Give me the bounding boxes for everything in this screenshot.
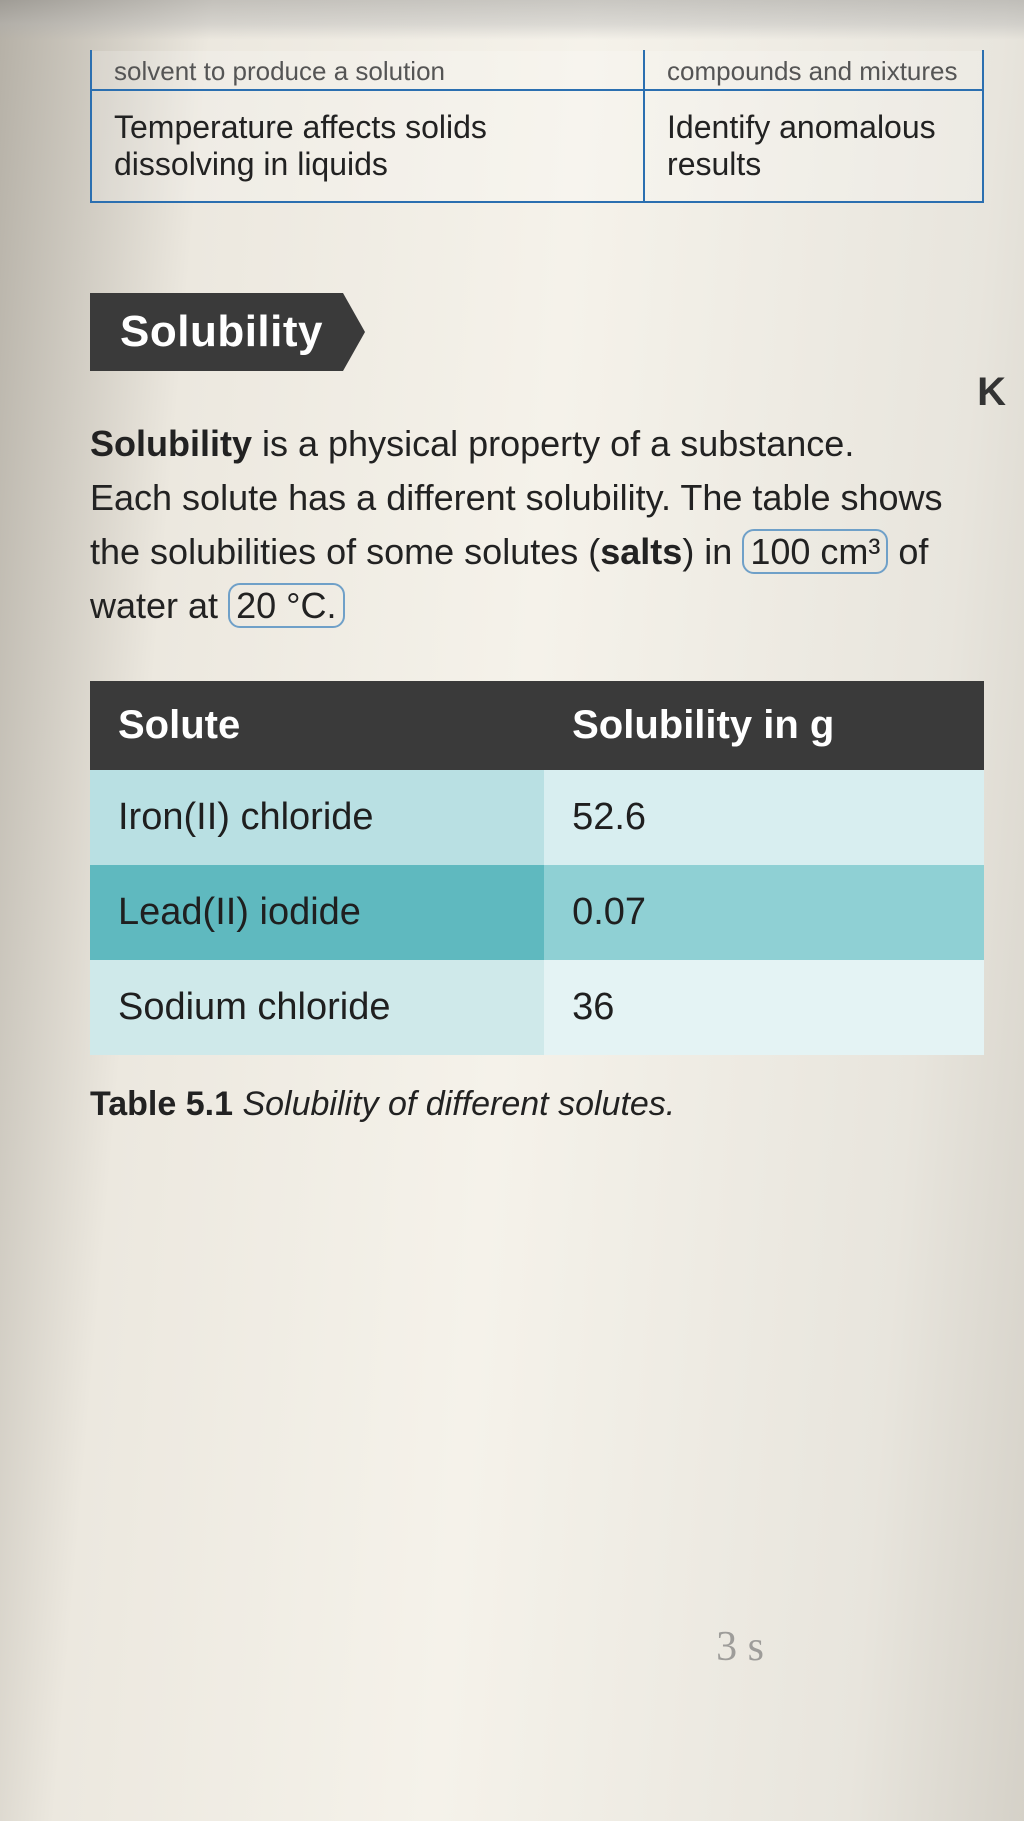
- col-solute: Solute: [90, 681, 544, 770]
- caption-text-val: Solubility of different solutes.: [242, 1085, 675, 1123]
- circled-volume: 100 cm³: [742, 529, 888, 574]
- cell-value: 52.6: [544, 770, 984, 865]
- table-row: Sodium chloride 36: [90, 960, 984, 1055]
- cell-cut-left: solvent to produce a solution: [91, 51, 644, 90]
- cell-main-right: Identify anomalous results: [644, 90, 983, 202]
- solubility-table: Solute Solubility in g Iron(II) chloride…: [90, 681, 984, 1055]
- cell-value: 0.07: [544, 865, 984, 960]
- cell-main-left: Temperature affects solids dissolving in…: [91, 90, 644, 202]
- body-paragraph: Solubility is a physical property of a s…: [90, 417, 984, 633]
- circled-temperature: 20 °C.: [228, 583, 344, 628]
- section-heading: Solubility: [90, 293, 365, 371]
- caption-label: Table 5.1: [90, 1085, 233, 1123]
- table-row: Temperature affects solids dissolving in…: [91, 90, 983, 202]
- cell-solute: Lead(II) iodide: [90, 865, 544, 960]
- table-row: Iron(II) chloride 52.6: [90, 770, 984, 865]
- margin-glyph: K: [977, 370, 1006, 415]
- objectives-table: solvent to produce a solution compounds …: [90, 50, 984, 203]
- cell-value: 36: [544, 960, 984, 1055]
- pencil-annotation: 3 s: [716, 1623, 764, 1671]
- text: is a physical property of a substance.: [252, 423, 854, 464]
- cell-solute: Iron(II) chloride: [90, 770, 544, 865]
- page-top-shadow: [0, 0, 1024, 40]
- term-solubility: Solubility: [90, 423, 252, 464]
- table-header-row: Solute Solubility in g: [90, 681, 984, 770]
- cell-solute: Sodium chloride: [90, 960, 544, 1055]
- col-solubility: Solubility in g: [544, 681, 984, 770]
- table-caption: Table 5.1 Solubility of different solute…: [90, 1085, 984, 1124]
- table-row: solvent to produce a solution compounds …: [91, 51, 983, 90]
- term-salts: salts: [600, 531, 682, 572]
- table-row: Lead(II) iodide 0.07: [90, 865, 984, 960]
- cell-cut-right: compounds and mixtures: [644, 51, 983, 90]
- text: ) in: [682, 531, 742, 572]
